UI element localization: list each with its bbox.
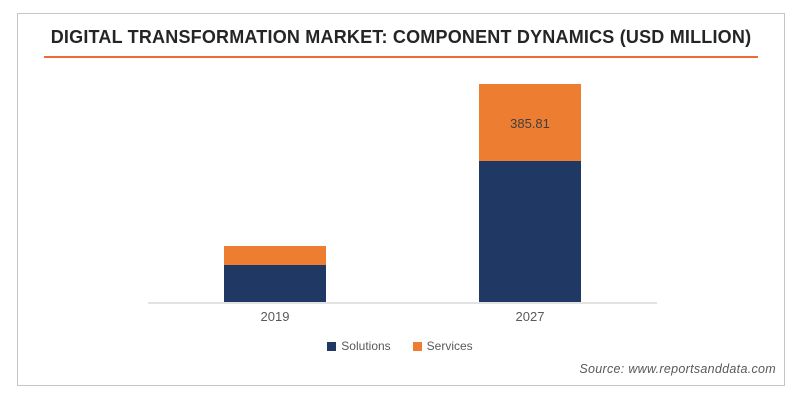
x-axis-line [148,302,657,304]
plot-area: 385.81 [148,84,657,302]
solutions-swatch-icon [327,341,337,351]
x-tick-2027: 2027 [515,309,545,324]
title-underline-rule [44,56,758,58]
chart-frame [17,13,785,386]
legend-item-services: Services [412,339,473,353]
chart-title: DIGITAL TRANSFORMATION MARKET: COMPONENT… [50,27,752,47]
services-swatch-icon [412,341,422,351]
legend-item-solutions: Solutions [327,339,391,353]
legend-label-services: Services [426,339,473,353]
bar-segment-services-2027 [479,84,581,161]
legend: Solutions Services [0,339,800,353]
bar-segment-solutions-2019 [224,265,326,302]
legend-label-solutions: Solutions [341,339,391,353]
bar-segment-services-2019 [224,246,326,266]
bar-segment-solutions-2027 [479,161,581,302]
bar-group [224,246,326,302]
data-label-services-2027: 385.81 [510,116,550,131]
bar-group [479,84,581,302]
x-tick-2019: 2019 [260,309,290,324]
source-attribution: Source: www.reportsanddata.com [579,362,776,376]
